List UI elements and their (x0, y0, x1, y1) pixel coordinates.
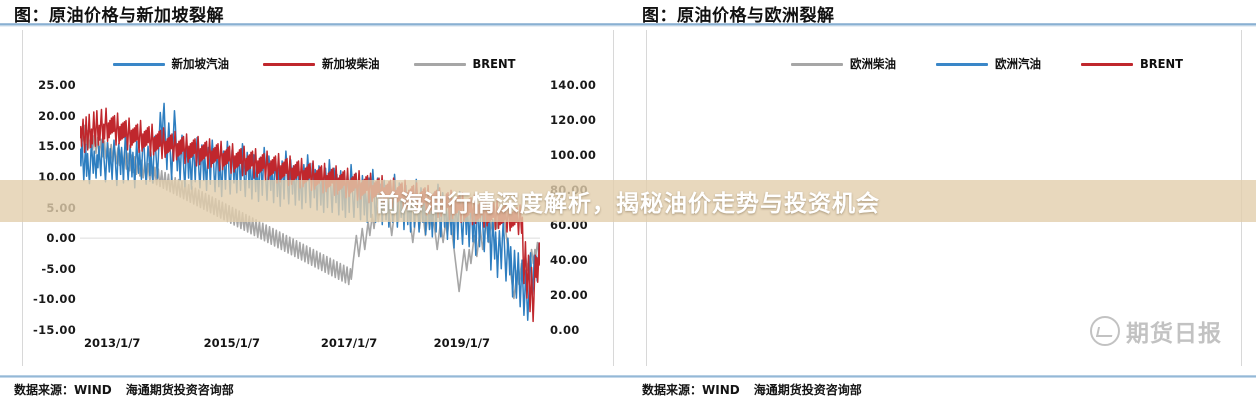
y-tick-right: 100.00 (550, 148, 597, 162)
source-value-left: WIND (74, 383, 112, 397)
overlay-banner-text: 前海油行情深度解析，揭秘油价走势与投资机会 (376, 191, 880, 217)
legend-left: 新加坡汽油 新加坡柴油 BRENT (0, 56, 628, 72)
legend-label-brent: BRENT (472, 56, 516, 72)
source-label-left: 数据来源： (14, 383, 75, 397)
legend-item-sg-diesel[interactable]: 新加坡柴油 (263, 56, 380, 72)
legend-item-brent-right[interactable]: BRENT (1081, 57, 1183, 71)
source-label-right: 数据来源： (642, 383, 703, 397)
page-title-left: 图：原油价格与新加坡裂解 (14, 6, 224, 26)
legend-label-sg-diesel: 新加坡柴油 (322, 56, 380, 72)
legend-label-brent-right: BRENT (1140, 56, 1183, 72)
page-title-right: 图：原油价格与欧洲裂解 (642, 6, 835, 26)
source-value-right: WIND (702, 383, 740, 397)
y-tick-right: 120.00 (550, 113, 597, 127)
y-tick-left: 25.00 (38, 78, 76, 92)
y-tick-right: 20.00 (550, 288, 588, 302)
x-tick: 2013/1/7 (83, 336, 141, 350)
footer-divider-right (628, 375, 1256, 378)
legend-label-sg-gasoline: 新加坡汽油 (171, 56, 230, 72)
source-note-left: 数据来源：WIND 海通期货投资咨询部 (14, 381, 234, 398)
legend-item-brent[interactable]: BRENT (413, 56, 516, 72)
title-divider-right-thin (628, 26, 1256, 27)
legend-swatch-eu-diesel (791, 62, 844, 66)
y-tick-right: 40.00 (550, 253, 588, 267)
y-tick-left: -10.00 (33, 292, 76, 307)
x-tick: 2015/1/7 (203, 336, 261, 350)
legend-item-eu-diesel[interactable]: 欧洲柴油 (791, 56, 896, 72)
x-axis-left: 2013/1/7 2015/1/7 2017/1/7 2019/1/7 (80, 336, 540, 352)
y-tick-left: 20.00 (38, 108, 76, 123)
title-divider-left (0, 23, 628, 26)
x-tick: 2019/1/7 (433, 336, 491, 350)
title-divider-right (628, 23, 1256, 26)
legend-item-sg-gasoline[interactable]: 新加坡汽油 (112, 56, 230, 72)
source-org-left: 海通期货投资咨询部 (125, 383, 234, 397)
legend-swatch-sg-diesel (263, 62, 316, 66)
legend-label-eu-gasoline: 欧洲汽油 (995, 56, 1042, 72)
y-tick-right: 140.00 (550, 78, 597, 92)
legend-swatch-sg-gasoline (112, 62, 165, 66)
y-tick-right: 0.00 (550, 323, 580, 337)
legend-swatch-brent (413, 62, 466, 66)
y-tick-left: -15.00 (33, 323, 76, 337)
legend-right: 欧洲柴油 欧洲汽油 BRENT (628, 56, 1256, 72)
x-tick: 2017/1/7 (320, 336, 378, 350)
footer-divider-left (0, 375, 628, 378)
legend-swatch-eu-gasoline (936, 62, 989, 66)
y-tick-left: 0.00 (46, 231, 76, 246)
y-tick-left: 15.00 (38, 139, 76, 154)
legend-swatch-brent-right (1081, 62, 1134, 66)
overlay-banner: 前海油行情深度解析，揭秘油价走势与投资机会 (0, 180, 1256, 222)
legend-item-eu-gasoline[interactable]: 欧洲汽油 (936, 56, 1041, 72)
source-org-right: 海通期货投资咨询部 (753, 383, 862, 397)
title-divider-left-thin (0, 26, 628, 27)
source-note-right: 数据来源：WIND 海通期货投资咨询部 (642, 381, 862, 398)
legend-label-eu-diesel: 欧洲柴油 (850, 56, 897, 72)
y-tick-left: -5.00 (41, 261, 76, 276)
